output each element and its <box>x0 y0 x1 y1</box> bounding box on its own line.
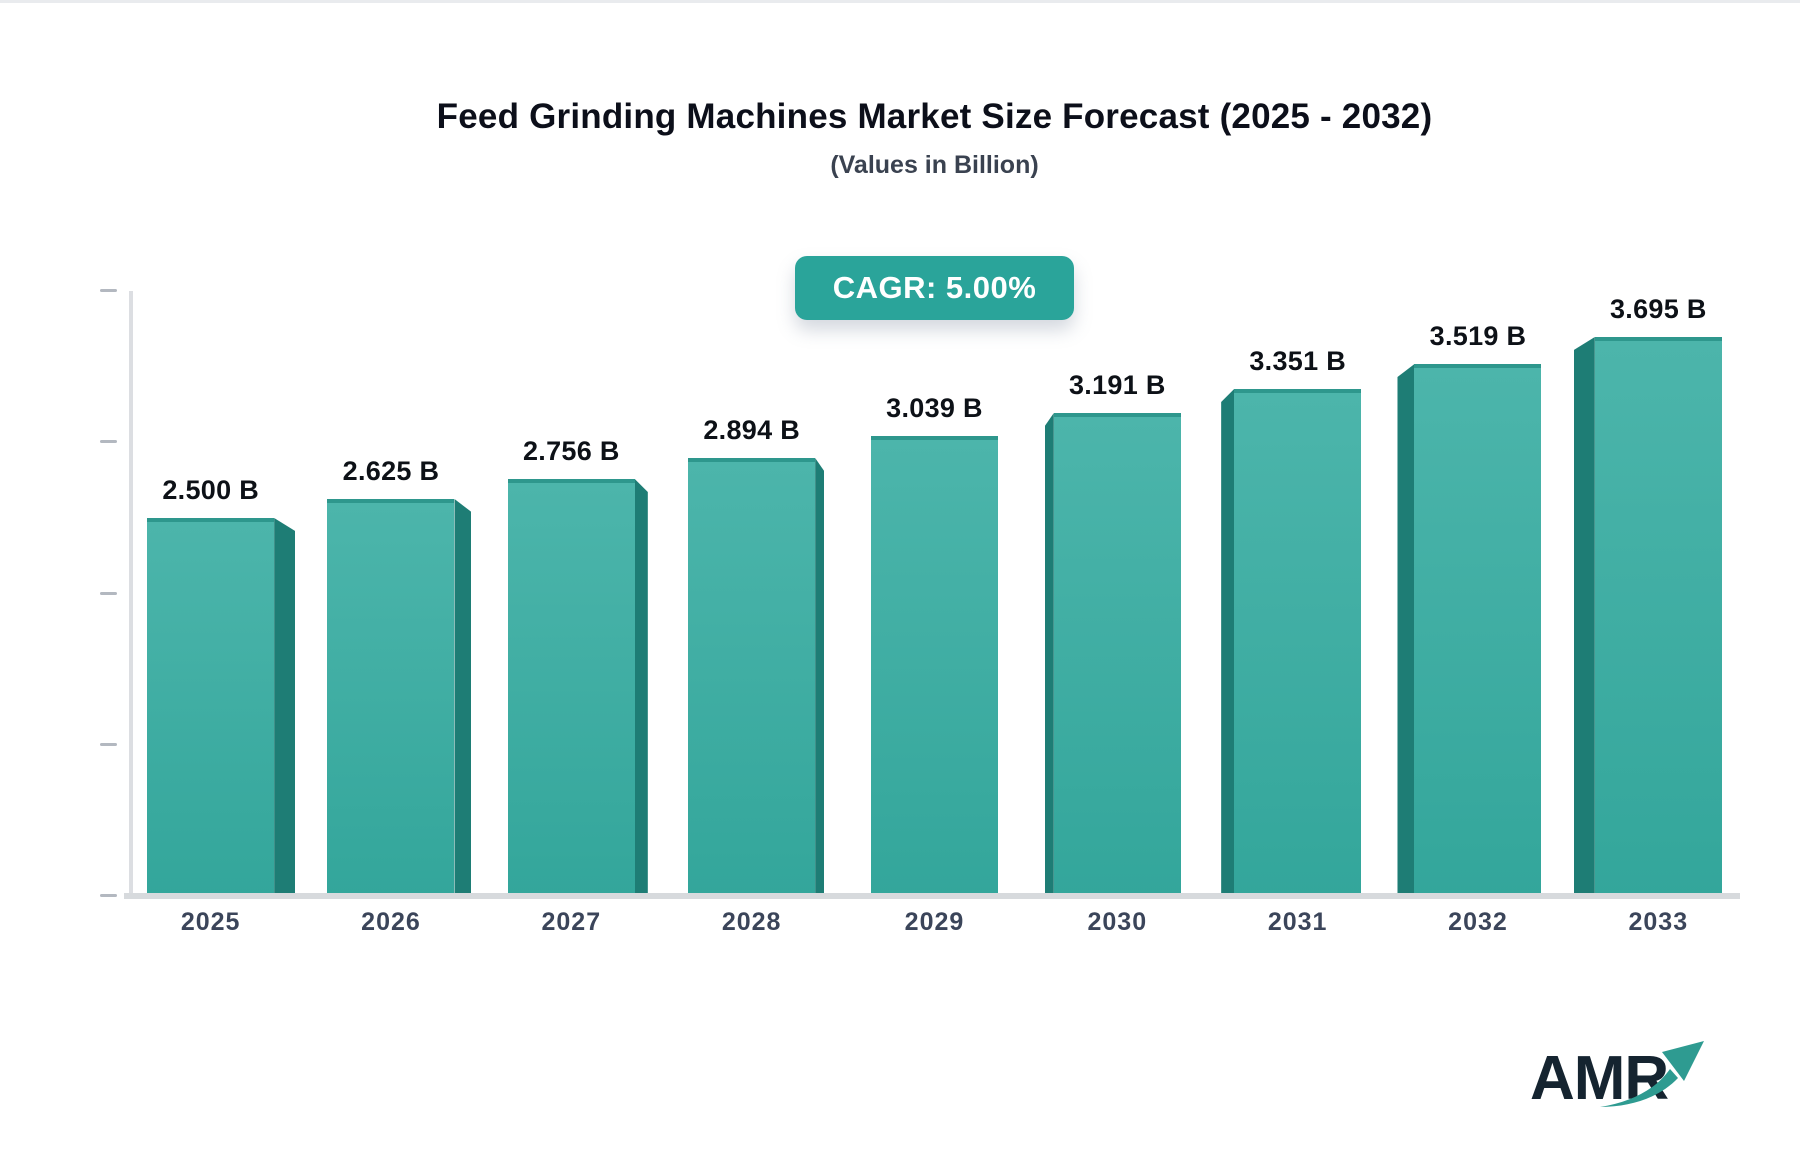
bar-value-label: 3.191 B <box>1068 370 1166 400</box>
x-axis-label: 2030 <box>1087 908 1148 936</box>
bar-group-2029: 3.039 B 2029 <box>845 291 1023 936</box>
bar-3d-side <box>815 458 825 896</box>
bar-value-label: 2.625 B <box>342 456 440 486</box>
bar <box>1594 337 1722 896</box>
chart-subtitle: (Values in Billion) <box>830 151 1039 179</box>
amr-logo: AMR <box>1530 1035 1720 1125</box>
bar-value-label: 2.500 B <box>162 475 259 505</box>
bar-value-label: 3.695 B <box>1609 294 1707 324</box>
y-tick-mark <box>100 440 117 444</box>
y-tick-mark <box>100 742 117 746</box>
bar-3d-side <box>1221 389 1235 896</box>
y-tick-mark <box>100 289 117 292</box>
bar <box>1053 413 1181 896</box>
bar-group-2033: 3.695 B 2033 <box>1559 291 1737 936</box>
chart-title: Feed Grinding Machines Market Size Forec… <box>436 97 1433 136</box>
x-axis-label: 2033 <box>1628 908 1689 936</box>
bar-3d-side <box>274 518 296 896</box>
y-tick-mark <box>100 894 117 897</box>
bar <box>1414 364 1542 896</box>
bar-group-2027: 2.756 B 2027 <box>489 291 667 936</box>
bar-group-2032: 3.519 B 2032 <box>1380 291 1558 936</box>
bar-group-2025: 2.500 B 2025 <box>132 291 310 936</box>
bar-3d-side <box>1044 413 1054 896</box>
bar-3d-side <box>454 499 472 896</box>
bar-chart: Feed Grinding Machines Market Size Forec… <box>0 3 1800 1159</box>
x-axis-label: 2025 <box>180 908 241 936</box>
bar-value-label: 2.894 B <box>703 415 800 445</box>
bar-3d-side <box>1573 337 1595 896</box>
x-axis-label: 2031 <box>1267 908 1328 936</box>
bar-group-2028: 2.894 B 2028 <box>667 291 845 936</box>
cagr-badge-row: CAGR: 5.00% <box>132 256 1737 320</box>
bar <box>1234 389 1362 896</box>
bar-value-label: 2.756 B <box>522 436 620 466</box>
bar <box>507 479 635 896</box>
amr-logo-text: AMR <box>1530 1044 1669 1113</box>
bar <box>147 518 275 896</box>
bar <box>327 499 455 896</box>
x-axis-label: 2027 <box>541 908 602 936</box>
bar-group-2030: 3.191 B 2030 <box>1024 291 1202 936</box>
bar-3d-side <box>1397 364 1415 896</box>
bar-value-label: 3.519 B <box>1429 321 1527 351</box>
y-axis-line <box>129 291 133 896</box>
plot-area: 2.500 B 2025 2.625 B 2026 2.756 B 2027 2.894 B… <box>132 291 1737 936</box>
bar-group-2031: 3.351 B 2031 <box>1202 291 1380 936</box>
x-axis-label: 2029 <box>904 908 965 936</box>
x-axis-label: 2032 <box>1448 908 1508 936</box>
bar <box>870 436 998 896</box>
x-axis-label: 2028 <box>721 908 782 936</box>
bar <box>688 458 816 896</box>
bar-value-label: 3.351 B <box>1249 346 1346 376</box>
y-tick-mark <box>100 591 117 595</box>
x-axis-baseline <box>124 893 1740 899</box>
x-axis-label: 2026 <box>361 908 421 936</box>
bar-group-2026: 2.625 B 2026 <box>310 291 488 936</box>
bar-value-label: 3.039 B <box>886 393 983 423</box>
growth-arrow-icon <box>1600 1041 1704 1107</box>
cagr-badge: CAGR: 5.00% <box>794 256 1075 320</box>
bar-3d-side <box>634 479 648 896</box>
